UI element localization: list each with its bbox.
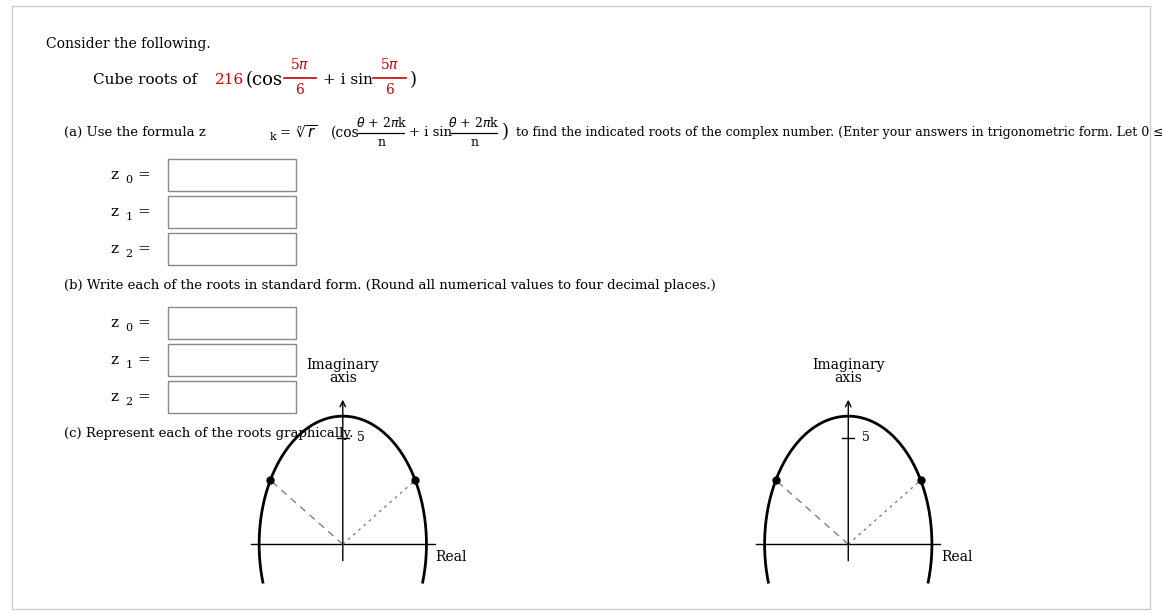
Text: z: z [110,169,119,182]
Text: ): ) [410,71,417,89]
Text: k: k [270,132,277,141]
Bar [168,307,296,339]
Text: $\theta$ + 2$\pi$k: $\theta$ + 2$\pi$k [449,116,500,130]
Text: + i sin: + i sin [323,73,373,87]
Text: z: z [110,390,119,403]
Text: $\theta$ + 2$\pi$k: $\theta$ + 2$\pi$k [356,116,407,130]
Text: z: z [110,316,119,330]
Text: 5$\pi$: 5$\pi$ [380,57,399,72]
Text: Consider the following.: Consider the following. [46,37,211,51]
Text: Real: Real [436,550,467,565]
Text: $\sqrt[n]{r}$: $\sqrt[n]{r}$ [296,124,318,141]
Text: to find the indicated roots of the complex number. (Enter your answers in trigon: to find the indicated roots of the compl… [516,125,1162,139]
Text: =: = [137,242,150,256]
Text: (cos: (cos [331,125,360,139]
Text: (b) Write each of the roots in standard form. (Round all numerical values to fou: (b) Write each of the roots in standard … [64,279,716,293]
Text: Imaginary: Imaginary [812,359,884,372]
Text: =: = [280,125,290,139]
Text: =: = [137,390,150,403]
Bar [168,381,296,413]
Text: Real: Real [941,550,973,565]
Text: (c) Represent each of the roots graphically.: (c) Represent each of the roots graphica… [64,427,353,440]
Text: z: z [110,242,119,256]
Text: + i sin: + i sin [409,125,452,139]
Text: 0: 0 [125,175,132,185]
Text: 1: 1 [125,360,132,370]
Text: z: z [110,205,119,219]
Text: 6: 6 [385,84,394,97]
Text: z: z [110,353,119,367]
Text: Imaginary: Imaginary [307,359,379,372]
Bar [168,159,296,191]
Text: (cos: (cos [245,71,282,89]
Text: 2: 2 [125,249,132,259]
Text: =: = [137,205,150,219]
Bar [168,196,296,228]
Text: ): ) [502,123,509,141]
Text: n: n [378,136,385,149]
Text: 5: 5 [862,431,870,444]
Text: (a) Use the formula z: (a) Use the formula z [64,125,206,139]
Text: 0: 0 [125,323,132,333]
Text: axis: axis [834,371,862,384]
Text: axis: axis [329,371,357,384]
Bar [168,344,296,376]
Text: 1: 1 [125,212,132,222]
Text: 5: 5 [357,431,365,444]
Text: 216: 216 [215,73,244,87]
Text: 6: 6 [295,84,304,97]
Text: =: = [137,169,150,182]
Text: 5$\pi$: 5$\pi$ [290,57,309,72]
Text: =: = [137,316,150,330]
Bar [168,233,296,265]
Text: n: n [471,136,478,149]
Text: 2: 2 [125,397,132,407]
Text: =: = [137,353,150,367]
Text: Cube roots of: Cube roots of [93,73,202,87]
